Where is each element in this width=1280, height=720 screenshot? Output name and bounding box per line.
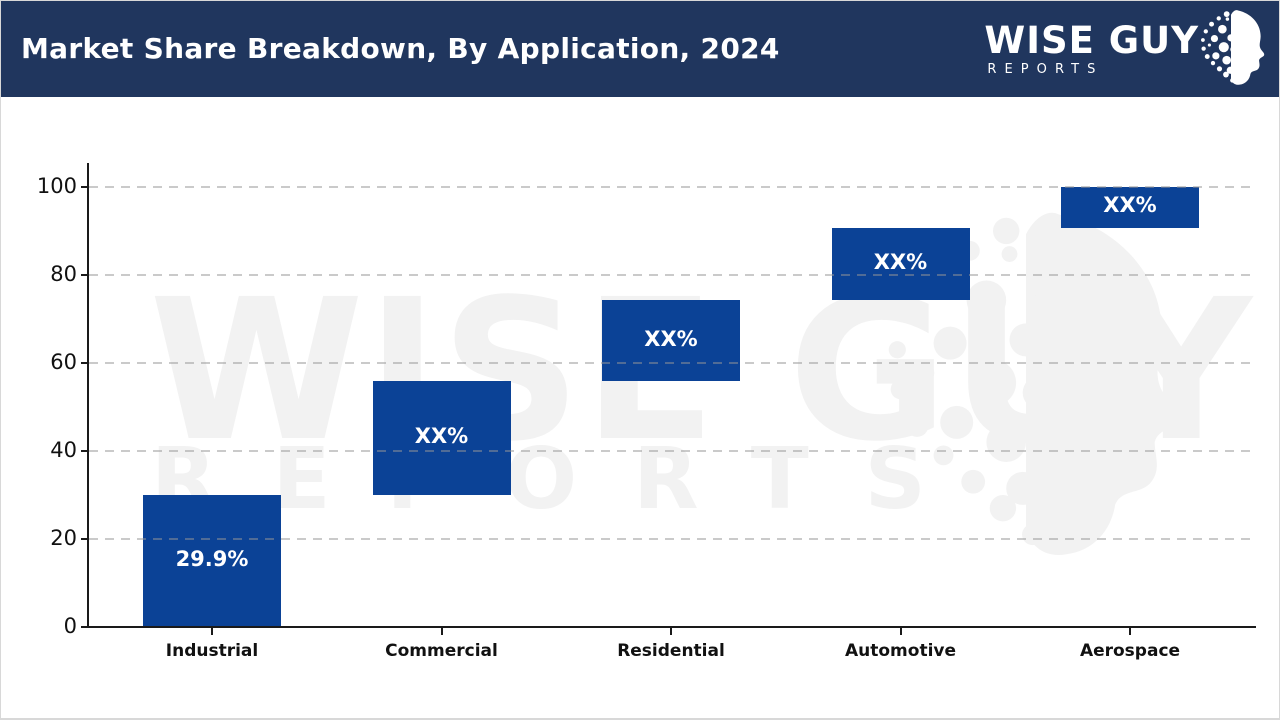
bar-segment-aerospace: [1061, 187, 1199, 228]
logo-face-icon: [1195, 7, 1267, 91]
bar-value-label: 29.9%: [175, 547, 249, 572]
y-axis-tick: [81, 186, 88, 188]
y-axis-tick-label: 40: [50, 438, 77, 462]
x-axis-tick: [670, 628, 672, 635]
x-category-label: Residential: [617, 641, 725, 661]
x-axis-tick: [211, 628, 213, 635]
y-axis-tick-label: 60: [50, 350, 77, 374]
bar-segment-residential: [602, 300, 740, 382]
x-axis-tick: [1129, 628, 1131, 635]
x-axis-line: [87, 626, 1256, 628]
x-category-label: Industrial: [165, 641, 259, 661]
gridline-y-40: [89, 450, 1256, 452]
chart-title: Market Share Breakdown, By Application, …: [21, 31, 780, 65]
bar-segment-commercial: [372, 381, 511, 496]
x-category-label: Commercial: [385, 641, 498, 661]
x-category-label: Automotive: [844, 641, 957, 661]
logo-wordmark-line1: WISE GUY: [984, 19, 1199, 62]
wise-guy-logo: WISE GUY REPORTS: [984, 7, 1267, 91]
x-axis-tick: [440, 628, 443, 635]
y-axis-line: [87, 163, 89, 628]
bar-segment-automotive: [831, 227, 970, 301]
y-axis-tick-label: 80: [50, 262, 77, 286]
header-bar: Market Share Breakdown, By Application, …: [1, 1, 1279, 97]
gridline-y-60: [89, 362, 1256, 364]
y-axis-tick: [81, 538, 88, 540]
bar-value-label: XX%: [1103, 193, 1157, 218]
gridline-y-80: [89, 274, 1256, 276]
bar-segment-industrial: [143, 495, 281, 627]
y-axis-tick: [81, 626, 88, 628]
gridline-y-100: [89, 186, 1256, 188]
bar-value-label: XX%: [873, 250, 928, 274]
bar-value-label: XX%: [644, 326, 698, 351]
x-axis-tick: [899, 628, 902, 635]
y-axis-tick-label: 100: [36, 174, 77, 198]
bar-value-label: XX%: [414, 424, 469, 449]
y-axis-tick-label: 20: [50, 526, 77, 550]
logo-wordmark: WISE GUY REPORTS: [984, 22, 1199, 76]
y-axis-tick: [81, 362, 88, 364]
gridline-y-20: [89, 538, 1256, 540]
logo-wordmark-line2: REPORTS: [987, 62, 1104, 77]
y-axis-tick: [81, 450, 88, 452]
x-category-label: Aerospace: [1079, 641, 1181, 661]
y-axis-tick: [81, 274, 88, 276]
y-axis-tick-label: 0: [63, 614, 77, 638]
